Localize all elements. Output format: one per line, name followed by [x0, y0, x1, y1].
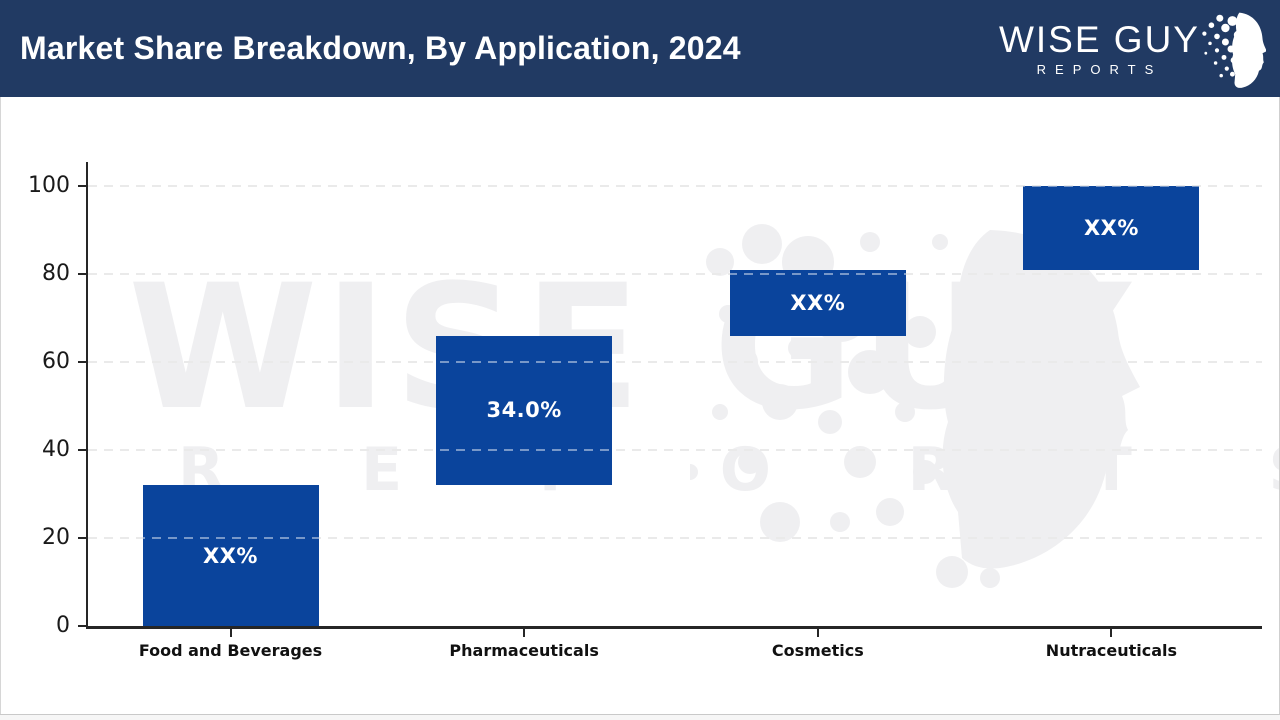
gridline-overlay — [88, 449, 1262, 451]
watermark-head-icon — [690, 224, 1140, 588]
y-axis-tick — [78, 273, 88, 275]
x-axis-category-label: Pharmaceuticals — [449, 641, 599, 660]
y-axis-tick — [78, 449, 88, 451]
x-axis-line — [86, 626, 1262, 629]
gridline-overlay — [88, 273, 1262, 275]
gridline-overlay — [88, 361, 1262, 363]
header-bar: Market Share Breakdown, By Application, … — [0, 0, 1280, 97]
y-axis-tick-label: 40 — [42, 437, 70, 462]
y-axis-tick-label: 20 — [42, 525, 70, 550]
x-axis-tick — [523, 628, 526, 637]
x-axis-category-label: Nutraceuticals — [1045, 641, 1178, 660]
y-axis-tick-label: 100 — [28, 173, 70, 198]
gridline-overlay — [88, 185, 1262, 187]
x-axis-tick — [816, 628, 819, 637]
x-axis-category-label: Food and Beverages — [138, 641, 323, 660]
bar-cosmetics: XX% — [729, 269, 906, 336]
bar-food-and-beverages: XX% — [142, 485, 319, 626]
x-axis-tick — [1110, 628, 1113, 637]
y-axis-tick-label: 0 — [56, 613, 70, 638]
bar-value-label: XX% — [790, 290, 846, 315]
gridline — [88, 361, 1262, 363]
logo-wordmark: WISE GUY — [998, 19, 1200, 60]
y-axis-tick — [78, 361, 88, 363]
x-axis-category-label: Cosmetics — [771, 641, 864, 660]
x-axis-tick — [229, 628, 232, 637]
y-axis-line — [86, 162, 88, 628]
gridline — [88, 537, 1262, 539]
y-axis-tick-label: 80 — [42, 261, 70, 286]
gridline — [88, 273, 1262, 275]
logo-subtitle: REPORTS — [1036, 62, 1163, 77]
page-title: Market Share Breakdown, By Application, … — [20, 30, 741, 66]
chart-plot-area: 0 20 40 60 80 100 XX% Food and Beverages 34.0% Ph… — [0, 97, 1280, 714]
bar-value-label: XX% — [203, 543, 258, 568]
bar-value-label: XX% — [1083, 215, 1139, 240]
y-axis-tick — [78, 185, 88, 187]
logo-head-icon — [1202, 12, 1266, 88]
y-axis-tick — [78, 537, 88, 539]
footer-divider — [0, 714, 1280, 715]
gridline — [88, 185, 1262, 187]
brand-logo: WISE GUY REPORTS — [999, 0, 1266, 97]
bar-value-label: 34.0% — [486, 398, 562, 423]
bar-nutraceuticals: XX% — [1023, 186, 1200, 270]
y-axis-tick — [78, 625, 88, 627]
footer-strip — [0, 715, 1280, 720]
y-axis-tick-label: 60 — [42, 349, 70, 374]
bar-pharmaceuticals: 34.0% — [436, 335, 613, 486]
gridline — [88, 449, 1262, 451]
gridline-overlay — [88, 537, 1262, 539]
